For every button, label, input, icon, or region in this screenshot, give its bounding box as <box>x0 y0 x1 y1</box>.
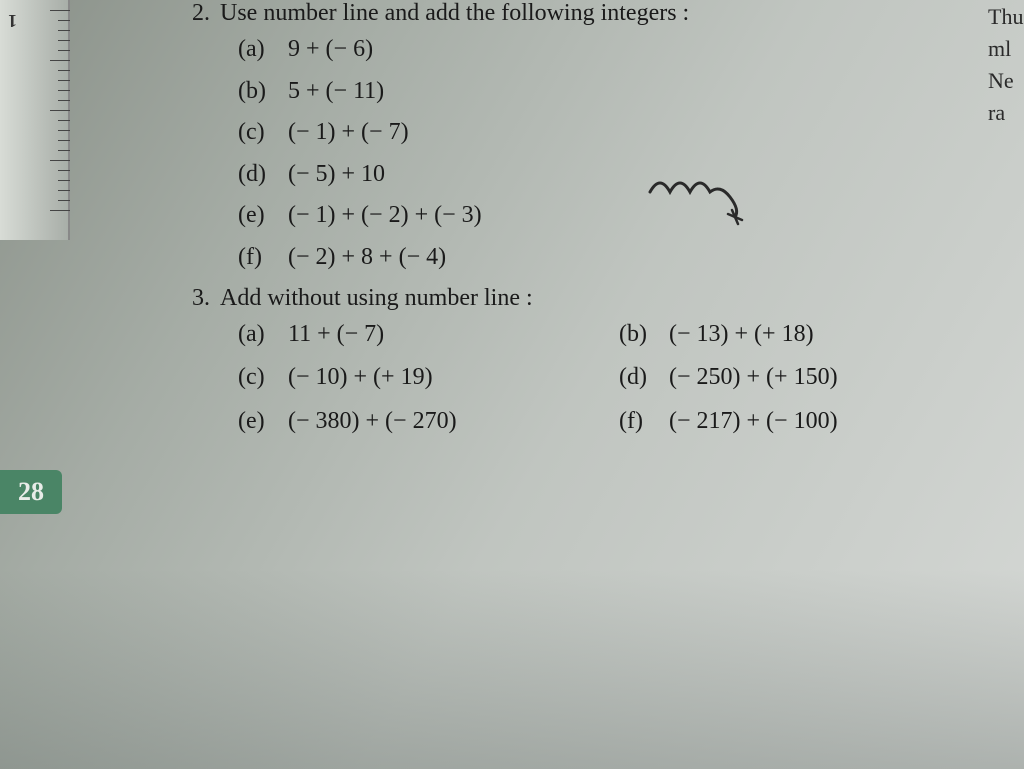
q3-item-e: (e) (− 380) + (− 270) <box>238 405 619 439</box>
q3-e-expr: (− 380) + (− 270) <box>288 408 457 434</box>
ruler-edge: 1 <box>0 0 70 240</box>
q2-f-expr: (− 2) + 8 + (− 4) <box>288 244 446 270</box>
q3-item-d: (d) (− 250) + (+ 150) <box>619 361 1000 395</box>
q2-a-expr: 9 + (− 6) <box>288 36 373 62</box>
textbook-page: 1 Thu ml Ne ra <box>0 0 1024 769</box>
q3-item-a: (a) 11 + (− 7) <box>238 318 619 352</box>
q2-f-label: (f) <box>238 241 282 275</box>
q3-items: (a) 11 + (− 7) (b) (− 13) + (+ 18) (c) (… <box>238 318 1000 449</box>
q2-item-c: (c) (− 1) + (− 7) <box>238 116 1000 150</box>
q3-c-expr: (− 10) + (+ 19) <box>288 364 433 390</box>
q3-f-expr: (− 217) + (− 100) <box>669 408 838 434</box>
q2-item-a: (a) 9 + (− 6) <box>238 33 1000 67</box>
q3-f-label: (f) <box>619 405 663 439</box>
q2-text: Use number line and add the following in… <box>220 0 1000 27</box>
ruler-marks <box>40 0 70 240</box>
q3-item-b: (b) (− 13) + (+ 18) <box>619 318 1000 352</box>
question-3: 3. Add without using number line : <box>180 285 1000 312</box>
q3-c-label: (c) <box>238 361 282 395</box>
q3-item-c: (c) (− 10) + (+ 19) <box>238 361 619 395</box>
q2-b-label: (b) <box>238 75 282 109</box>
q2-d-label: (d) <box>238 158 282 192</box>
q2-e-label: (e) <box>238 199 282 233</box>
q3-d-label: (d) <box>619 361 663 395</box>
q2-item-b: (b) 5 + (− 11) <box>238 75 1000 109</box>
content-area: 2. Use number line and add the following… <box>180 0 1000 448</box>
question-2: 2. Use number line and add the following… <box>180 0 1000 27</box>
q3-b-label: (b) <box>619 318 663 352</box>
q2-a-label: (a) <box>238 33 282 67</box>
q3-b-expr: (− 13) + (+ 18) <box>669 321 814 347</box>
q2-c-label: (c) <box>238 116 282 150</box>
q2-c-expr: (− 1) + (− 7) <box>288 119 409 145</box>
q2-number: 2. <box>180 0 220 27</box>
q2-item-f: (f) (− 2) + 8 + (− 4) <box>238 241 1000 275</box>
q2-b-expr: 5 + (− 11) <box>288 78 384 104</box>
page-shadow <box>0 569 1024 769</box>
q3-a-label: (a) <box>238 318 282 352</box>
q3-number: 3. <box>180 285 220 312</box>
q3-text: Add without using number line : <box>220 285 1000 312</box>
q2-e-expr: (− 1) + (− 2) + (− 3) <box>288 202 482 228</box>
ruler-number: 1 <box>8 10 17 31</box>
q2-item-d: (d) (− 5) + 10 <box>238 158 1000 192</box>
q2-item-e: (e) (− 1) + (− 2) + (− 3) <box>238 199 1000 233</box>
q3-e-label: (e) <box>238 405 282 439</box>
q2-d-expr: (− 5) + 10 <box>288 161 385 187</box>
q2-items: (a) 9 + (− 6) (b) 5 + (− 11) (c) (− 1) +… <box>238 33 1000 275</box>
q3-item-f: (f) (− 217) + (− 100) <box>619 405 1000 439</box>
q3-d-expr: (− 250) + (+ 150) <box>669 364 838 390</box>
page-number-badge: 28 <box>0 470 62 514</box>
scribble-icon <box>640 162 770 232</box>
q3-a-expr: 11 + (− 7) <box>288 321 384 347</box>
